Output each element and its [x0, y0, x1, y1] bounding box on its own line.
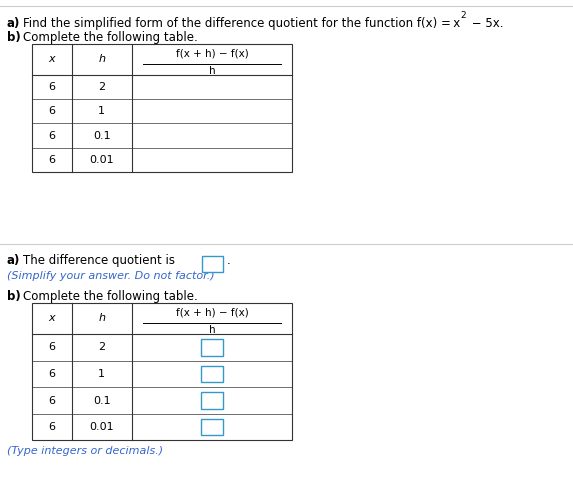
- Text: b): b): [7, 290, 21, 303]
- Text: (Type integers or decimals.): (Type integers or decimals.): [7, 446, 163, 456]
- Text: Find the simplified form of the difference quotient for the function f(x) = x: Find the simplified form of the differen…: [23, 17, 460, 30]
- Text: 6: 6: [48, 106, 55, 116]
- Text: f(x + h) − f(x): f(x + h) − f(x): [176, 48, 248, 59]
- Text: 6: 6: [48, 155, 55, 165]
- Text: 1: 1: [98, 106, 105, 116]
- Text: 2: 2: [98, 82, 105, 92]
- Text: x: x: [48, 54, 55, 64]
- Text: 6: 6: [48, 82, 55, 92]
- Text: h: h: [98, 313, 105, 323]
- Text: 2: 2: [98, 342, 105, 352]
- Bar: [32, 44, 292, 172]
- Text: 0.01: 0.01: [89, 155, 114, 165]
- Text: Complete the following table.: Complete the following table.: [23, 31, 198, 45]
- Text: Complete the following table.: Complete the following table.: [23, 290, 198, 303]
- Text: a): a): [7, 17, 20, 30]
- Text: 6: 6: [48, 395, 55, 406]
- Bar: [201, 392, 223, 409]
- Text: 0.1: 0.1: [93, 131, 111, 140]
- Text: h: h: [209, 325, 215, 335]
- Text: 0.1: 0.1: [93, 395, 111, 406]
- Bar: [201, 419, 223, 436]
- Text: 6: 6: [48, 422, 55, 432]
- Text: b): b): [7, 31, 21, 45]
- Text: 6: 6: [48, 342, 55, 352]
- Text: − 5x.: − 5x.: [468, 17, 504, 30]
- Text: x: x: [48, 313, 55, 323]
- Text: 6: 6: [48, 369, 55, 379]
- Text: The difference quotient is: The difference quotient is: [23, 254, 175, 267]
- Bar: [201, 365, 223, 382]
- Text: h: h: [98, 54, 105, 64]
- Text: f(x + h) − f(x): f(x + h) − f(x): [176, 307, 248, 318]
- Text: 2: 2: [461, 11, 466, 20]
- Bar: [32, 302, 292, 440]
- Bar: [201, 339, 223, 356]
- Text: a): a): [7, 254, 20, 267]
- Text: .: .: [226, 254, 230, 267]
- Text: 6: 6: [48, 131, 55, 140]
- Text: 1: 1: [98, 369, 105, 379]
- Bar: [202, 256, 223, 272]
- Text: 0.01: 0.01: [89, 422, 114, 432]
- Text: h: h: [209, 66, 215, 76]
- Text: (Simplify your answer. Do not factor.): (Simplify your answer. Do not factor.): [7, 271, 214, 281]
